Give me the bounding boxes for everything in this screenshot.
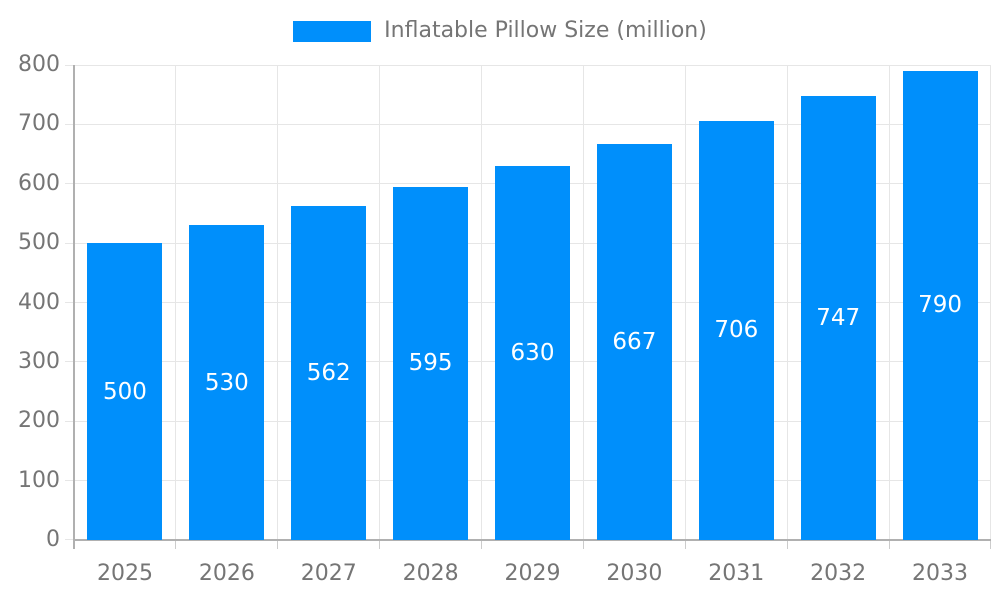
gridline-horizontal	[65, 64, 991, 66]
bar-2028[interactable]: 595	[393, 186, 469, 540]
y-axis-tick-label: 400	[18, 289, 60, 315]
y-axis-tick-label: 500	[18, 230, 60, 256]
x-axis-category-label: 2033	[912, 561, 969, 586]
y-axis-line	[73, 65, 75, 549]
y-axis-tick-label: 100	[18, 467, 60, 493]
bar-value-label: 706	[714, 317, 759, 344]
x-axis-tick	[379, 540, 381, 549]
bar-2030[interactable]: 667	[596, 143, 672, 540]
x-axis-tick	[175, 540, 177, 549]
bar-value-label: 500	[102, 378, 147, 405]
x-axis-category-label: 2025	[96, 561, 153, 586]
x-axis-tick	[786, 540, 788, 549]
y-axis-labels: 0 100 200 300 400 500 600 700 800	[0, 52, 60, 552]
gridline-vertical	[888, 65, 890, 540]
bar-2026[interactable]: 530	[189, 225, 265, 540]
bar-value-label: 790	[918, 292, 962, 319]
y-axis-tick-label: 0	[46, 527, 60, 552]
x-axis-tick	[582, 540, 584, 549]
x-axis-category-label: 2028	[402, 561, 459, 586]
bar-2031[interactable]: 706	[698, 120, 774, 540]
x-axis-tick	[888, 540, 890, 549]
gridline-vertical	[175, 65, 177, 540]
x-axis-category-label: 2032	[810, 561, 867, 586]
chart-legend[interactable]: Inflatable Pillow Size (million)	[0, 18, 1000, 44]
x-axis-line	[74, 539, 991, 541]
bar-2027[interactable]: 562	[291, 206, 367, 540]
bar-2032[interactable]: 747	[800, 96, 876, 540]
x-axis-tick	[277, 540, 279, 549]
x-axis-tick	[481, 540, 483, 549]
x-axis-category-label: 2027	[300, 561, 357, 586]
y-axis-tick-label: 700	[18, 111, 60, 137]
y-axis-tick	[65, 539, 74, 540]
x-axis-category-label: 2029	[504, 561, 561, 586]
gridline-vertical	[582, 65, 584, 540]
x-axis-category-label: 2031	[708, 561, 765, 586]
gridline-vertical	[481, 65, 483, 540]
gridline-vertical	[684, 65, 686, 540]
plot-area: 500 530 562 595 630 667 706 747 790	[65, 64, 991, 549]
x-axis-tick	[989, 540, 991, 549]
gridline-vertical	[379, 65, 381, 540]
bar-2025[interactable]: 500	[87, 243, 163, 540]
x-axis-tick	[684, 540, 686, 549]
x-axis-labels: 2025 2026 2027 2028 2029 2030 2031 2032 2033	[74, 540, 991, 590]
bar-value-label: 530	[204, 369, 249, 396]
gridline-vertical	[786, 65, 788, 540]
y-axis-tick-label: 600	[18, 170, 60, 196]
y-axis-tick-label: 800	[18, 52, 60, 77]
bar-2033[interactable]: 790	[902, 70, 978, 540]
y-axis-tick-label: 300	[18, 348, 60, 374]
legend-label: Inflatable Pillow Size (million)	[384, 18, 707, 43]
x-axis-category-label: 2030	[606, 561, 663, 586]
legend-swatch	[293, 20, 372, 42]
bar-value-label: 667	[612, 328, 657, 355]
gridline-vertical	[989, 65, 991, 540]
bar-value-label: 595	[408, 350, 453, 377]
gridline-horizontal	[65, 123, 991, 125]
y-axis-tick-label: 200	[18, 408, 60, 434]
gridline-vertical	[277, 65, 279, 540]
bar-value-label: 630	[510, 339, 555, 366]
bar-value-label: 562	[306, 360, 351, 387]
bar-2029[interactable]: 630	[495, 165, 570, 540]
x-axis-category-label: 2026	[198, 561, 255, 586]
bar-value-label: 747	[816, 305, 861, 332]
